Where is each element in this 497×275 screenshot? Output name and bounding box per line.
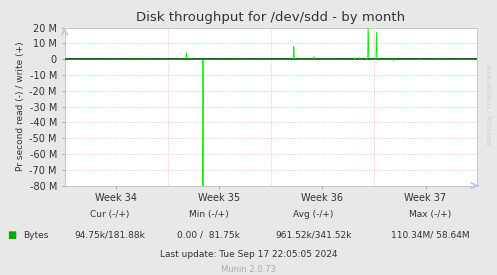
Text: Min (-/+): Min (-/+) bbox=[189, 210, 229, 219]
Text: ■: ■ bbox=[7, 230, 17, 240]
Text: Munin 2.0.73: Munin 2.0.73 bbox=[221, 265, 276, 274]
Text: Bytes: Bytes bbox=[23, 231, 49, 240]
Title: Disk throughput for /dev/sdd - by month: Disk throughput for /dev/sdd - by month bbox=[136, 10, 406, 24]
Text: 110.34M/ 58.64M: 110.34M/ 58.64M bbox=[391, 231, 469, 240]
Text: Cur (-/+): Cur (-/+) bbox=[89, 210, 129, 219]
Text: RRDTOOL / TOBI OETIKER: RRDTOOL / TOBI OETIKER bbox=[487, 64, 492, 145]
Text: 0.00 /  81.75k: 0.00 / 81.75k bbox=[177, 231, 240, 240]
Text: 961.52k/341.52k: 961.52k/341.52k bbox=[275, 231, 351, 240]
Text: Avg (-/+): Avg (-/+) bbox=[293, 210, 333, 219]
Text: Last update: Tue Sep 17 22:05:05 2024: Last update: Tue Sep 17 22:05:05 2024 bbox=[160, 250, 337, 259]
Text: Max (-/+): Max (-/+) bbox=[409, 210, 451, 219]
Y-axis label: Pr second read (-) / write (+): Pr second read (-) / write (+) bbox=[16, 42, 25, 171]
Text: 94.75k/181.88k: 94.75k/181.88k bbox=[74, 231, 145, 240]
